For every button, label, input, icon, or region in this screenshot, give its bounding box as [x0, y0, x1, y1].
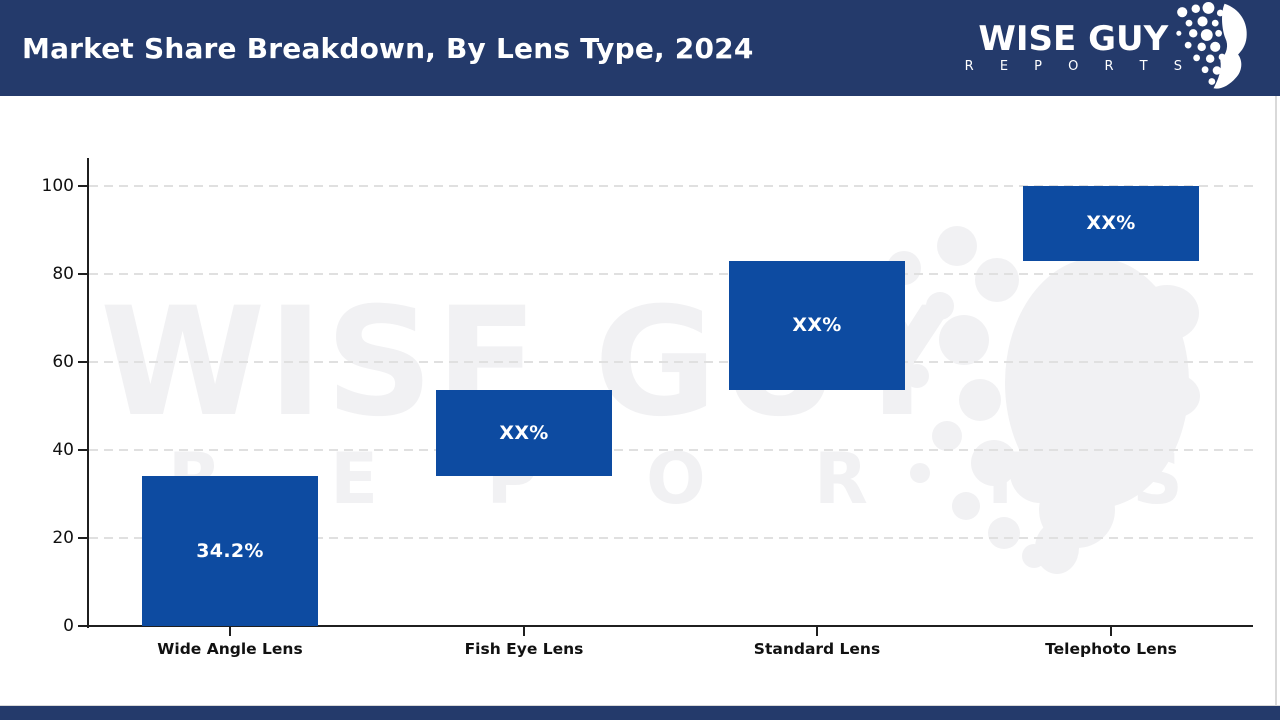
- header-bar: Market Share Breakdown, By Lens Type, 20…: [0, 0, 1280, 96]
- y-gridline: [89, 185, 1258, 187]
- x-tick-mark: [229, 627, 231, 636]
- y-axis-line: [87, 158, 89, 628]
- y-tick-mark: [78, 449, 87, 451]
- y-tick-label: 0: [63, 616, 74, 636]
- footer-bar: [0, 705, 1280, 720]
- bar-value-label: 34.2%: [196, 539, 264, 562]
- y-tick-mark: [78, 185, 87, 187]
- page-title: Market Share Breakdown, By Lens Type, 20…: [22, 31, 754, 65]
- y-tick-label: 60: [52, 352, 74, 372]
- bar-standard-lens: XX%: [729, 260, 905, 391]
- plot-right-border: [1275, 96, 1277, 705]
- bar-telephoto-lens: XX%: [1023, 186, 1199, 261]
- x-tick-mark: [1110, 627, 1112, 636]
- y-gridline: [89, 537, 1258, 539]
- x-axis-line: [87, 625, 1253, 627]
- y-gridline: [89, 273, 1258, 275]
- y-tick-label: 100: [41, 176, 74, 196]
- y-tick-mark: [78, 273, 87, 275]
- bar-value-label: XX%: [1086, 212, 1136, 235]
- bar-value-label: XX%: [792, 314, 842, 337]
- x-tick-label: Wide Angle Lens: [157, 640, 303, 658]
- logo-wordmark: WISE GUY R E P O R T S: [965, 19, 1182, 73]
- y-tick-mark: [78, 361, 87, 363]
- logo-wordmark-line1: WISE GUY: [978, 19, 1169, 60]
- bar-wide-angle-lens: 34.2%: [142, 475, 318, 626]
- wise-guy-logo: WISE GUY R E P O R T S: [965, 2, 1254, 90]
- x-tick-label: Fish Eye Lens: [464, 640, 584, 658]
- logo-head-icon: [1176, 2, 1247, 89]
- y-tick-label: 40: [52, 440, 74, 460]
- x-tick-mark: [816, 627, 818, 636]
- y-gridline: [89, 361, 1258, 363]
- x-tick-label: Telephoto Lens: [1045, 640, 1177, 658]
- bar-fish-eye-lens: XX%: [436, 390, 612, 476]
- y-gridline: [89, 449, 1258, 451]
- bar-value-label: XX%: [499, 421, 549, 444]
- y-tick-label: 80: [52, 264, 74, 284]
- y-tick-mark: [78, 625, 87, 627]
- y-tick-mark: [78, 537, 87, 539]
- x-tick-mark: [523, 627, 525, 636]
- logo-wordmark-line2: R E P O R T S: [964, 58, 1193, 74]
- x-tick-label: Standard Lens: [753, 640, 881, 658]
- y-tick-label: 20: [52, 528, 74, 548]
- watermark-head-icon: [871, 226, 1200, 574]
